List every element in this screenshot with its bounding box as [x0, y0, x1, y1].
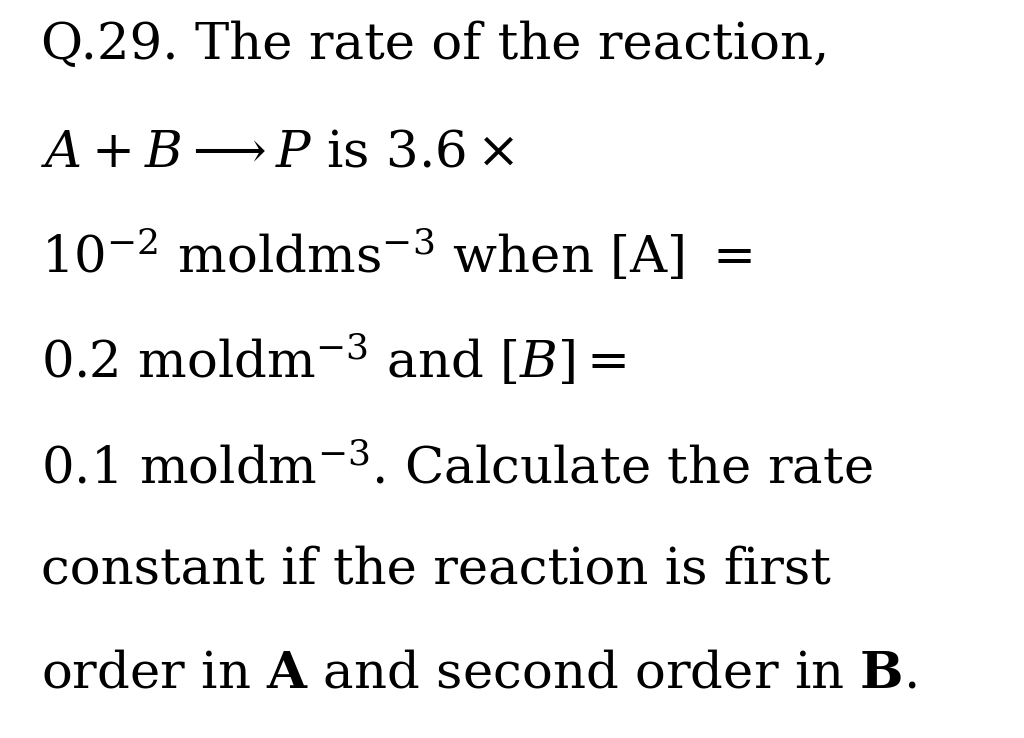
Text: $0.1$ moldm$^{-3}$. Calculate the rate: $0.1$ moldm$^{-3}$. Calculate the rate: [41, 445, 872, 494]
Text: Q.29. The rate of the reaction,: Q.29. The rate of the reaction,: [41, 21, 829, 70]
Text: constant if the reaction is first: constant if the reaction is first: [41, 545, 830, 594]
Text: $A+B\longrightarrow P$ is $3.6\times$: $A+B\longrightarrow P$ is $3.6\times$: [41, 128, 515, 177]
Text: $0.2$ moldm$^{-3}$ and $[B]=$: $0.2$ moldm$^{-3}$ and $[B]=$: [41, 333, 627, 389]
Text: order in $\mathbf{A}$ and second order in $\mathbf{B}$.: order in $\mathbf{A}$ and second order i…: [41, 649, 916, 699]
Text: $10^{-2}$ moldms$^{-3}$ when [A] $=$: $10^{-2}$ moldms$^{-3}$ when [A] $=$: [41, 228, 753, 284]
